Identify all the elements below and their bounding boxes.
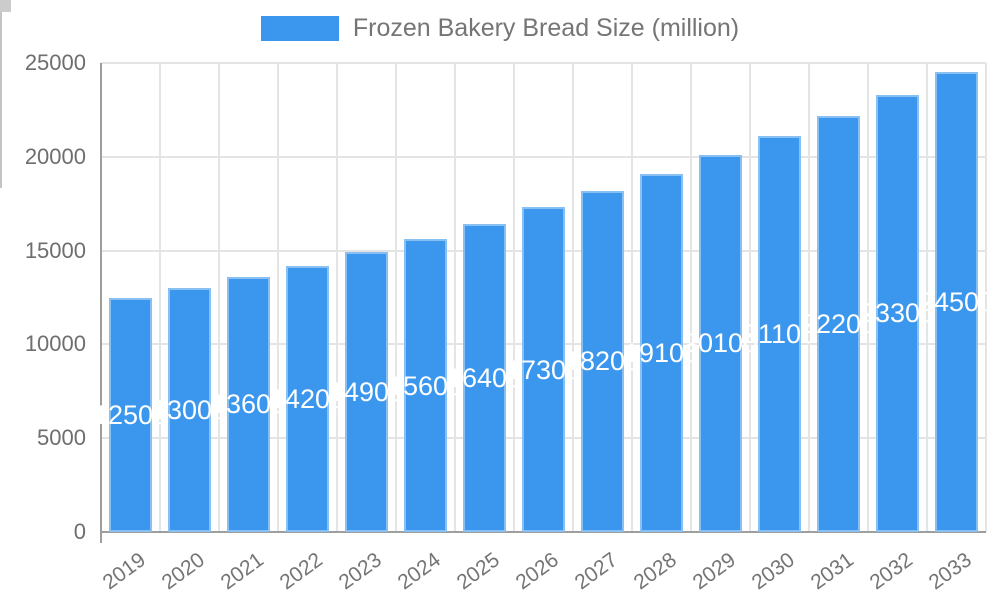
y-axis-tick [0,4,11,6]
bar[interactable] [522,207,565,532]
x-axis-tick [0,23,2,34]
y-axis-tick [0,10,11,12]
vertical-gridline [985,63,987,532]
vertical-gridline [454,63,456,532]
vertical-gridline [218,63,220,532]
bar[interactable] [581,190,624,532]
x-axis-tick [0,67,2,78]
x-axis-tick [0,34,2,45]
bar[interactable] [640,173,683,532]
x-axis-tick [0,122,2,133]
vertical-gridline [395,63,397,532]
y-tick-label: 15000 [24,237,86,263]
bar[interactable] [758,136,801,532]
x-axis-tick [0,100,2,111]
x-axis-tick [0,155,2,166]
legend-label: Frozen Bakery Bread Size (million) [352,14,740,42]
vertical-gridline [513,63,515,532]
vertical-gridline [867,63,869,532]
x-axis-tick [0,144,2,155]
bar[interactable] [345,252,388,532]
x-axis-line [100,531,986,533]
vertical-gridline [749,63,751,532]
y-tick-label: 0 [73,519,86,544]
bar[interactable] [463,224,506,532]
horizontal-gridline [101,155,986,158]
bar[interactable] [876,94,919,532]
y-tick-label: 20000 [24,143,86,169]
x-axis-tick [0,56,2,67]
x-axis-tick [0,78,2,89]
vertical-gridline [926,63,928,532]
y-tick-label: 10000 [24,331,86,357]
bar[interactable] [227,276,270,532]
bar[interactable] [817,115,860,532]
y-axis-line [100,63,102,543]
bar[interactable] [168,288,211,532]
x-axis-tick [0,177,2,188]
bar[interactable] [109,297,152,532]
x-axis-tick [0,111,2,122]
y-axis-tick [0,8,11,10]
bar[interactable] [935,72,978,532]
vertical-gridline [572,63,574,532]
y-tick-label: 25000 [24,50,86,75]
x-axis-tick [0,89,2,100]
y-axis-tick [0,2,11,4]
bar[interactable] [699,154,742,532]
x-axis-tick [0,133,2,144]
vertical-gridline [277,63,279,532]
bar[interactable] [404,239,447,532]
bar[interactable] [286,265,329,532]
x-axis-tick [0,45,2,56]
y-axis-tick [0,6,11,8]
legend-swatch [260,16,339,41]
vertical-gridline [336,63,338,532]
vertical-gridline [631,63,633,532]
vertical-gridline [159,63,161,532]
y-tick-label: 5000 [37,425,86,451]
y-axis-tick [0,0,11,2]
vertical-gridline [690,63,692,532]
x-axis-tick [0,12,2,23]
x-axis-tick [0,166,2,177]
vertical-gridline [808,63,810,532]
horizontal-gridline [101,62,986,64]
legend[interactable]: Frozen Bakery Bread Size (million) [0,14,1000,43]
